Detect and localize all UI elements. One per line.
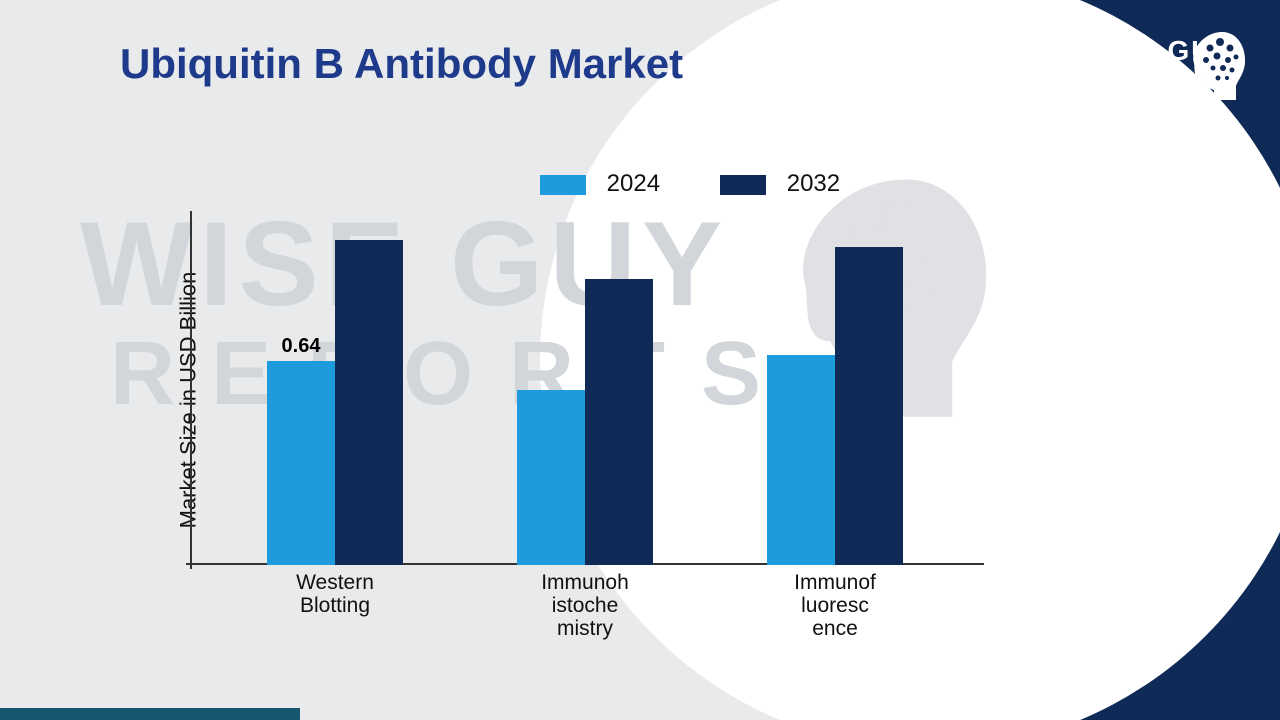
bar-group-1 <box>517 215 653 565</box>
chart-area: Market Size in USD Billion 0.64 WesternB… <box>60 165 980 635</box>
plot-region: 0.64 <box>190 215 980 565</box>
bar-2024-2 <box>767 355 835 565</box>
bar-2032-2 <box>835 247 903 565</box>
bar-group-0: 0.64 <box>267 215 403 565</box>
brand-head-icon <box>1186 30 1246 100</box>
x-category-2: Immunofluorescence <box>755 571 915 635</box>
bar-2024-1 <box>517 390 585 565</box>
x-category-1: Immunohistochemistry <box>505 571 665 635</box>
bottom-accent-bar <box>0 708 300 720</box>
x-axis-labels: WesternBlotting Immunohistochemistry Immun… <box>190 565 980 635</box>
bar-2032-0 <box>335 240 403 565</box>
bar-groups: 0.64 <box>190 215 980 565</box>
x-category-0: WesternBlotting <box>255 571 415 635</box>
bar-2024-0: 0.64 <box>267 361 335 565</box>
bar-2032-1 <box>585 279 653 565</box>
chart-title: Ubiquitin B Antibody Market <box>120 40 683 88</box>
bar-value-label: 0.64 <box>282 335 321 358</box>
bar-group-2 <box>767 215 903 565</box>
stage: WISE GUY REPORTS WISE GUY REPORTS U <box>0 0 1280 720</box>
brand-logo: WISE GUY REPORTS <box>1078 36 1240 85</box>
